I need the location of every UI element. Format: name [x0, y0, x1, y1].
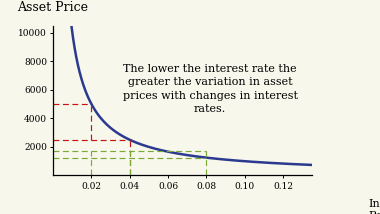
- Text: Asset Price: Asset Price: [17, 1, 88, 14]
- Text: Interest
Rate: Interest Rate: [369, 199, 380, 214]
- Text: The lower the interest rate the
greater the variation in asset
prices with chang: The lower the interest rate the greater …: [123, 64, 298, 114]
